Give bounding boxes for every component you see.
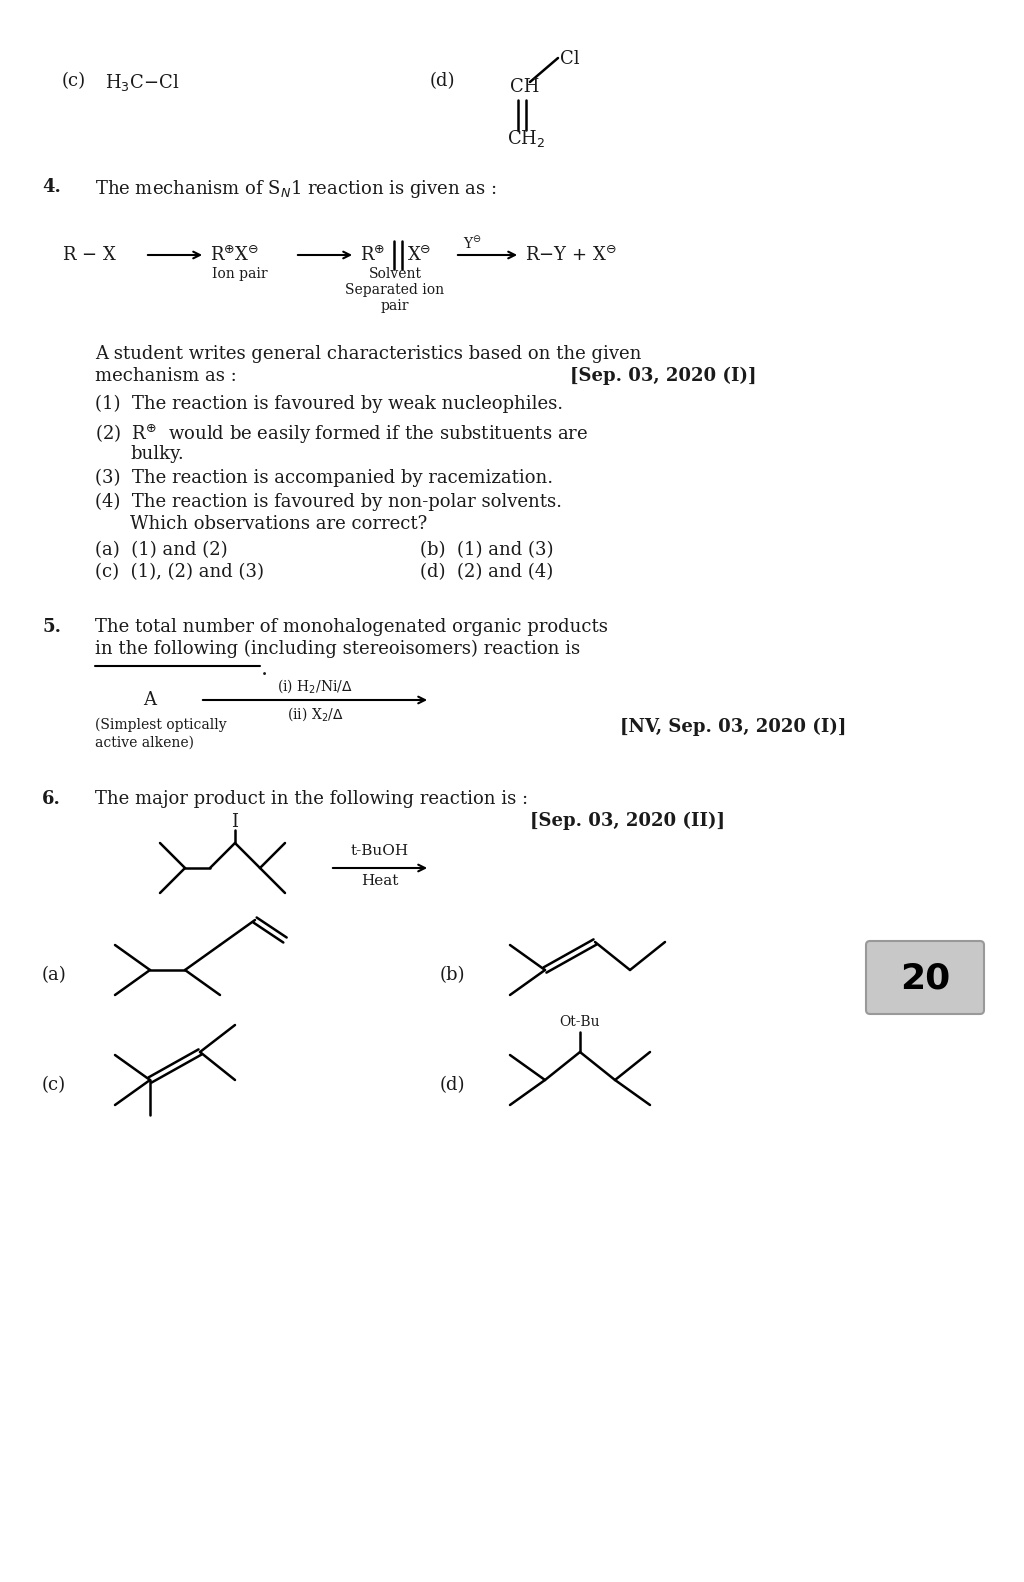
Text: (Simplest optically: (Simplest optically bbox=[95, 718, 226, 732]
Text: R$^{\oplus}$: R$^{\oplus}$ bbox=[360, 245, 385, 264]
Text: [NV, Sep. 03, 2020 (I)]: [NV, Sep. 03, 2020 (I)] bbox=[620, 718, 847, 736]
Text: The mechanism of S$_N$1 reaction is given as :: The mechanism of S$_N$1 reaction is give… bbox=[95, 179, 497, 199]
Text: Which observations are correct?: Which observations are correct? bbox=[130, 516, 427, 533]
Text: in the following (including stereoisomers) reaction is: in the following (including stereoisomer… bbox=[95, 641, 581, 658]
Text: R$^{\oplus}$X$^{\ominus}$: R$^{\oplus}$X$^{\ominus}$ bbox=[210, 245, 259, 264]
Text: bulky.: bulky. bbox=[130, 445, 183, 464]
Text: active alkene): active alkene) bbox=[95, 736, 194, 750]
Text: t-BuOH: t-BuOH bbox=[351, 845, 409, 857]
Text: 5.: 5. bbox=[42, 619, 61, 636]
Text: The total number of monohalogenated organic products: The total number of monohalogenated orga… bbox=[95, 619, 608, 636]
Text: (d): (d) bbox=[440, 1076, 466, 1095]
Text: Ot-Bu: Ot-Bu bbox=[560, 1016, 600, 1028]
Text: (b)  (1) and (3): (b) (1) and (3) bbox=[420, 541, 554, 558]
Text: R $-$ X: R $-$ X bbox=[62, 245, 117, 264]
Text: (d): (d) bbox=[430, 73, 456, 90]
Text: (i) H$_2$/Ni/$\Delta$: (i) H$_2$/Ni/$\Delta$ bbox=[278, 677, 353, 694]
Text: (c): (c) bbox=[62, 73, 86, 90]
Text: X$^{\ominus}$: X$^{\ominus}$ bbox=[407, 245, 431, 264]
Text: R$-$Y $+$ X$^{\ominus}$: R$-$Y $+$ X$^{\ominus}$ bbox=[525, 245, 616, 264]
Text: Separated ion: Separated ion bbox=[345, 283, 444, 297]
Text: The major product in the following reaction is :: The major product in the following react… bbox=[95, 789, 528, 808]
Text: (ii) X$_2$/$\Delta$: (ii) X$_2$/$\Delta$ bbox=[287, 706, 343, 723]
Text: 4.: 4. bbox=[42, 179, 60, 196]
Text: (2)  R$^{\oplus}$  would be easily formed if the substituents are: (2) R$^{\oplus}$ would be easily formed … bbox=[95, 422, 588, 446]
Text: H$_3$C$-$Cl: H$_3$C$-$Cl bbox=[105, 73, 179, 93]
Text: CH$_2$: CH$_2$ bbox=[507, 128, 546, 149]
Text: .: . bbox=[261, 658, 268, 680]
Text: I: I bbox=[231, 813, 239, 831]
Text: (a)  (1) and (2): (a) (1) and (2) bbox=[95, 541, 227, 558]
Text: (d)  (2) and (4): (d) (2) and (4) bbox=[420, 563, 553, 581]
Text: 20: 20 bbox=[900, 960, 950, 995]
Text: Solvent: Solvent bbox=[369, 267, 422, 282]
Text: [Sep. 03, 2020 (II)]: [Sep. 03, 2020 (II)] bbox=[530, 812, 725, 831]
Text: Cl: Cl bbox=[560, 51, 580, 68]
Text: Heat: Heat bbox=[361, 873, 398, 888]
Text: 6.: 6. bbox=[42, 789, 60, 808]
Text: [Sep. 03, 2020 (I)]: [Sep. 03, 2020 (I)] bbox=[570, 367, 757, 386]
Text: (b): (b) bbox=[440, 967, 466, 984]
Text: (3)  The reaction is accompanied by racemization.: (3) The reaction is accompanied by racem… bbox=[95, 468, 553, 487]
Text: mechanism as :: mechanism as : bbox=[95, 367, 237, 384]
Text: (4)  The reaction is favoured by non-polar solvents.: (4) The reaction is favoured by non-pola… bbox=[95, 494, 562, 511]
Text: CH: CH bbox=[510, 78, 540, 97]
Text: Ion pair: Ion pair bbox=[212, 267, 268, 282]
Text: A student writes general characteristics based on the given: A student writes general characteristics… bbox=[95, 345, 641, 362]
Text: Y$^{\ominus}$: Y$^{\ominus}$ bbox=[463, 236, 481, 252]
Text: A: A bbox=[143, 691, 157, 709]
Text: (1)  The reaction is favoured by weak nucleophiles.: (1) The reaction is favoured by weak nuc… bbox=[95, 396, 563, 413]
Text: (c)  (1), (2) and (3): (c) (1), (2) and (3) bbox=[95, 563, 264, 581]
Text: pair: pair bbox=[381, 299, 410, 313]
Text: (a): (a) bbox=[42, 967, 67, 984]
Text: (c): (c) bbox=[42, 1076, 67, 1095]
FancyBboxPatch shape bbox=[866, 941, 984, 1014]
